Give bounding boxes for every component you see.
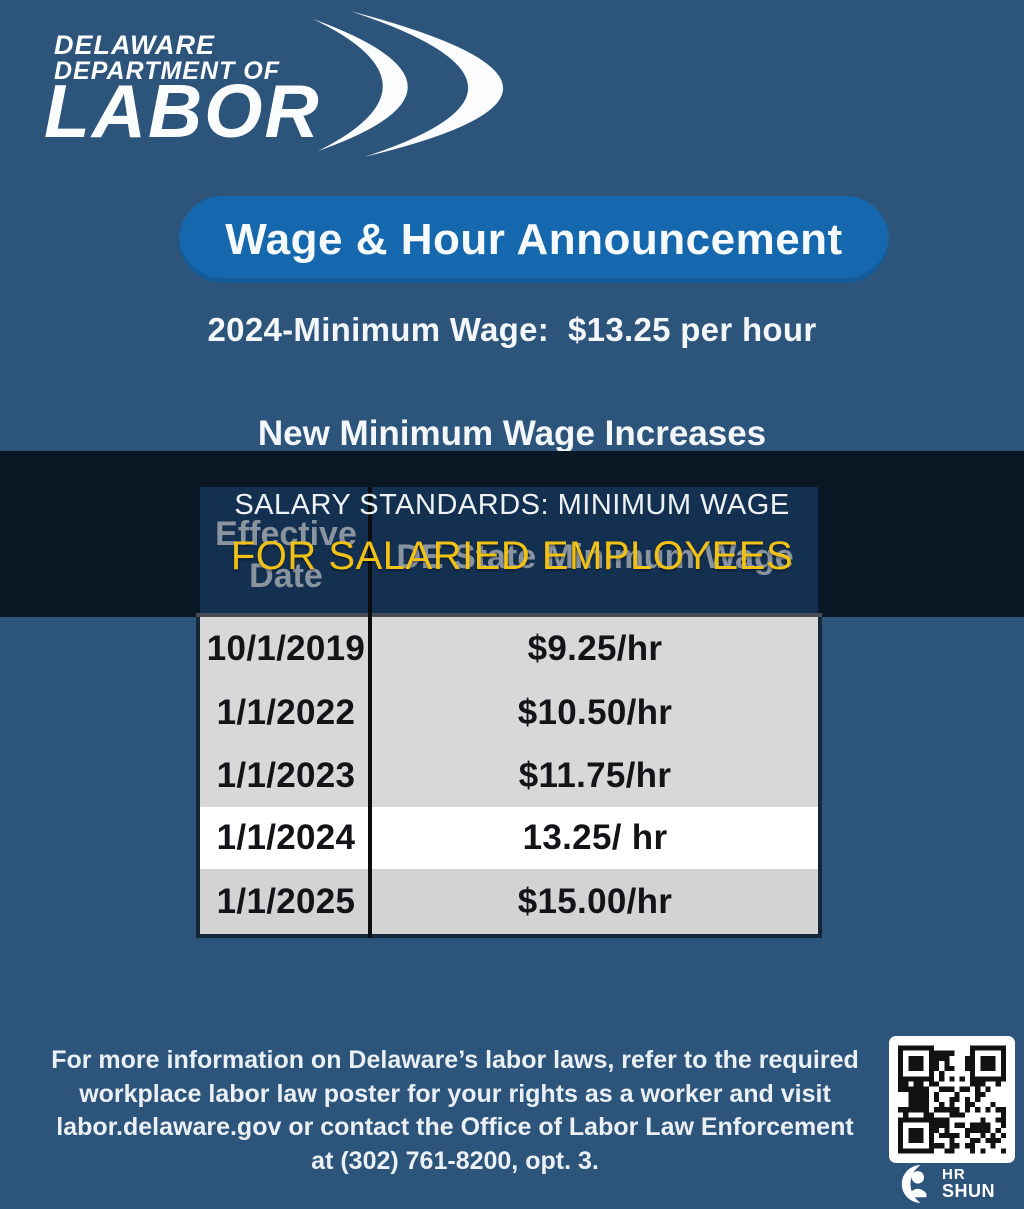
state-minimum-wage-header-label: DE State Minimum Wage	[396, 538, 794, 576]
hr-shun-logo: HR SHUN	[896, 1163, 1018, 1205]
effective-date-cell: 1/1/2023	[216, 756, 356, 795]
overlay-title-line2: FOR SALARIED EMPLOYEES	[230, 534, 794, 578]
table-header-row: Effective Date DE State Minimum Wage	[200, 487, 818, 613]
brand-top-label: HR	[942, 1166, 966, 1184]
wage-cell: $11.75/hr	[518, 756, 672, 795]
effective-date-header-cell: Effective Date	[200, 487, 372, 613]
table-column-divider	[368, 487, 372, 938]
section-title: New Minimum Wage Increases	[257, 414, 767, 453]
effective-date-cell: 1/1/2025	[216, 881, 356, 921]
wage-cell: $10.50/hr	[517, 693, 673, 732]
logo-swoosh-icon	[313, 11, 504, 157]
table-row: 1/1/2025 $15.00/hr	[200, 869, 818, 934]
wage-cell: $9.25/hr	[527, 629, 663, 668]
footer-line: at (302) 761-8200, opt. 3.	[311, 1146, 599, 1175]
table-row-highlighted: 1/1/2024 13.25/ hr	[200, 807, 818, 869]
effective-date-cell: 1/1/2024	[216, 818, 356, 857]
qr-code	[889, 1036, 1015, 1163]
logo-text-delaware: DELAWARE	[54, 30, 216, 60]
banner-label: Wage & Hour Announcement	[225, 214, 843, 264]
wage-cell: 13.25/ hr	[522, 818, 668, 857]
table-row: 10/1/2019 $9.25/hr	[200, 617, 818, 681]
wage-cell: $15.00/hr	[517, 881, 673, 921]
wage-hour-announcement-banner: Wage & Hour Announcement	[179, 196, 889, 283]
footer-info-text: For more information on Delaware’s labor…	[20, 1044, 890, 1178]
effective-date-cell: 10/1/2019	[206, 629, 366, 668]
table-header-divider-strip	[196, 613, 822, 617]
overlay-title-line1: SALARY STANDARDS: MINIMUM WAGE	[234, 489, 790, 521]
table-row: 1/1/2023 $11.75/hr	[200, 745, 818, 807]
minimum-wage-subtitle: 2024-Minimum Wage: $13.25 per hour	[207, 311, 817, 348]
hr-shun-crescent-icon	[901, 1165, 927, 1203]
wage-table: 10/1/2019 $9.25/hr 1/1/2022 $10.50/hr 1/…	[196, 617, 822, 938]
hr-shun-wordmark: HR SHUN	[942, 1167, 995, 1201]
qr-code-image	[898, 1045, 1006, 1154]
footer-line: workplace labor law poster for your righ…	[79, 1079, 831, 1108]
state-minimum-wage-header-cell: DE State Minimum Wage	[372, 487, 818, 613]
effective-date-header-label: Effective Date	[215, 515, 357, 595]
brand-bottom-label: SHUN	[942, 1181, 996, 1202]
footer-line: For more information on Delaware’s labor…	[51, 1046, 859, 1074]
logo-text-department-of: DEPARTMENT OF	[54, 57, 280, 85]
footer-line: labor.delaware.gov or contact the Office…	[56, 1113, 854, 1141]
table-row: 1/1/2022 $10.50/hr	[200, 681, 818, 745]
logo-text-labor: LABOR	[44, 69, 321, 153]
effective-date-cell: 1/1/2022	[216, 693, 356, 732]
